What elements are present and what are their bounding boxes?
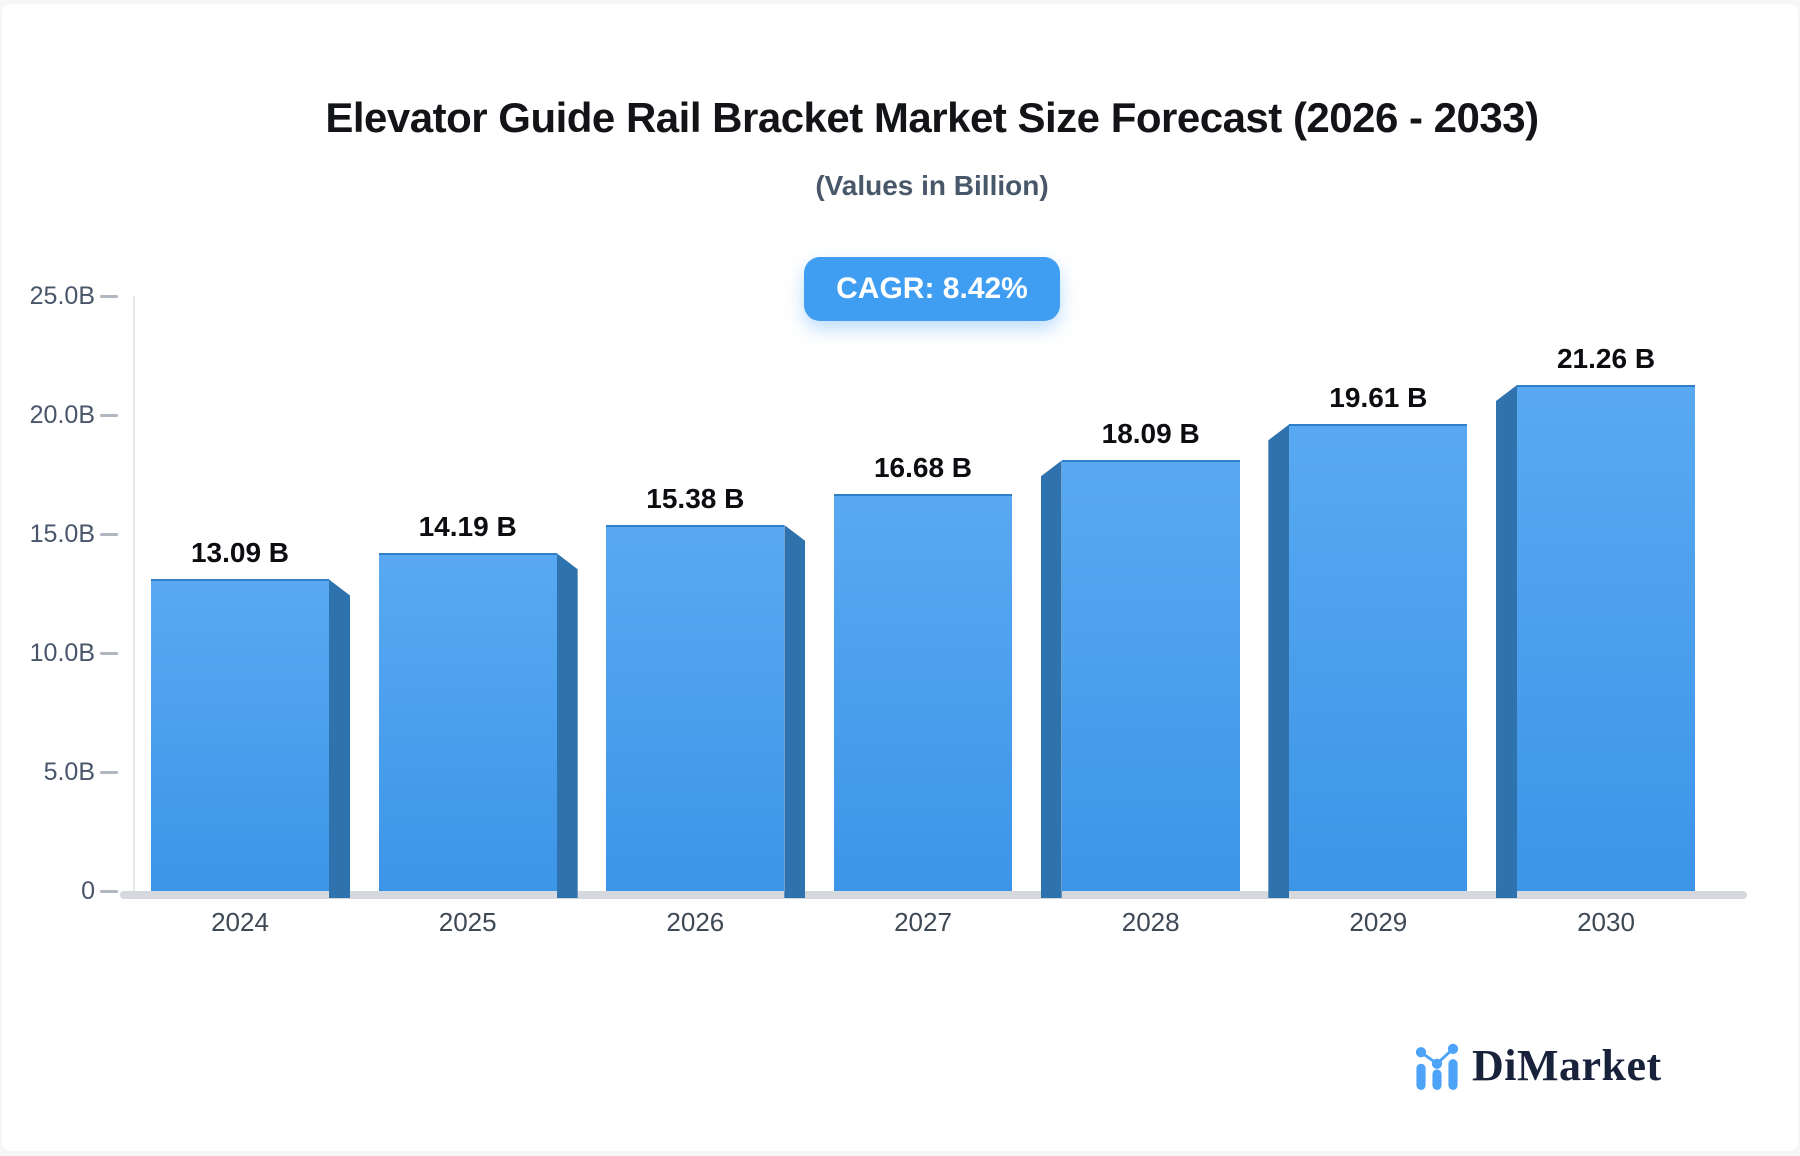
bar-2028 xyxy=(1061,460,1240,891)
chart-card: Elevator Guide Rail Bracket Market Size … xyxy=(2,4,1798,1151)
y-axis-label: 0 xyxy=(81,877,95,905)
y-axis-line xyxy=(133,296,135,899)
dimarket-logo-icon xyxy=(1415,1043,1459,1090)
bar-value-label: 13.09 B xyxy=(190,537,290,569)
bar-side xyxy=(1496,385,1518,898)
y-axis-tick xyxy=(100,651,118,655)
bar-2026 xyxy=(606,524,785,891)
y-axis-tick xyxy=(100,294,118,298)
bar-value-label: 14.19 B xyxy=(418,511,517,543)
bar-side xyxy=(784,524,806,898)
bar-value-label: 18.09 B xyxy=(1101,418,1200,450)
y-axis-label: 25.0B xyxy=(29,282,95,310)
y-axis-label: 15.0B xyxy=(29,520,95,548)
bar-2024 xyxy=(151,579,329,891)
x-axis-label: 2027 xyxy=(894,907,952,937)
bar-value-label: 16.68 B xyxy=(873,452,973,484)
y-axis-tick xyxy=(100,889,118,893)
y-axis-label: 5.0B xyxy=(43,758,95,786)
bar-chart: 25.0B 20.0B 15.0B 10.0B 5.0B 0 13.09 B 2024 14.1… xyxy=(2,4,1798,1151)
x-axis-label: 2026 xyxy=(666,907,725,937)
bar-2030 xyxy=(1517,385,1696,891)
y-axis-label: 10.0B xyxy=(29,639,95,667)
bar-side xyxy=(329,579,350,898)
bar-2027 xyxy=(834,494,1012,891)
bar-side xyxy=(556,553,578,898)
bar-2029 xyxy=(1289,424,1468,891)
bar-value-label: 15.38 B xyxy=(646,482,745,514)
bar-2025 xyxy=(378,553,557,891)
dimarket-logo: DiMarket xyxy=(1414,1040,1662,1091)
bar-side xyxy=(1268,424,1290,898)
bar-value-label: 21.26 B xyxy=(1556,343,1656,374)
y-axis-label: 20.0B xyxy=(29,401,95,429)
x-axis-label: 2029 xyxy=(1349,907,1408,937)
x-axis-label: 2024 xyxy=(211,907,269,937)
y-axis-tick xyxy=(100,770,118,774)
x-axis-label: 2030 xyxy=(1577,907,1635,937)
x-axis-baseline xyxy=(120,891,1747,899)
x-axis-label: 2028 xyxy=(1121,907,1180,937)
bar-value-label: 19.61 B xyxy=(1329,382,1428,414)
y-axis-tick xyxy=(100,532,118,536)
bar-side xyxy=(1040,460,1062,898)
dimarket-logo-text: DiMarket xyxy=(1472,1041,1662,1090)
x-axis-label: 2025 xyxy=(438,907,497,937)
y-axis-tick xyxy=(100,413,118,417)
